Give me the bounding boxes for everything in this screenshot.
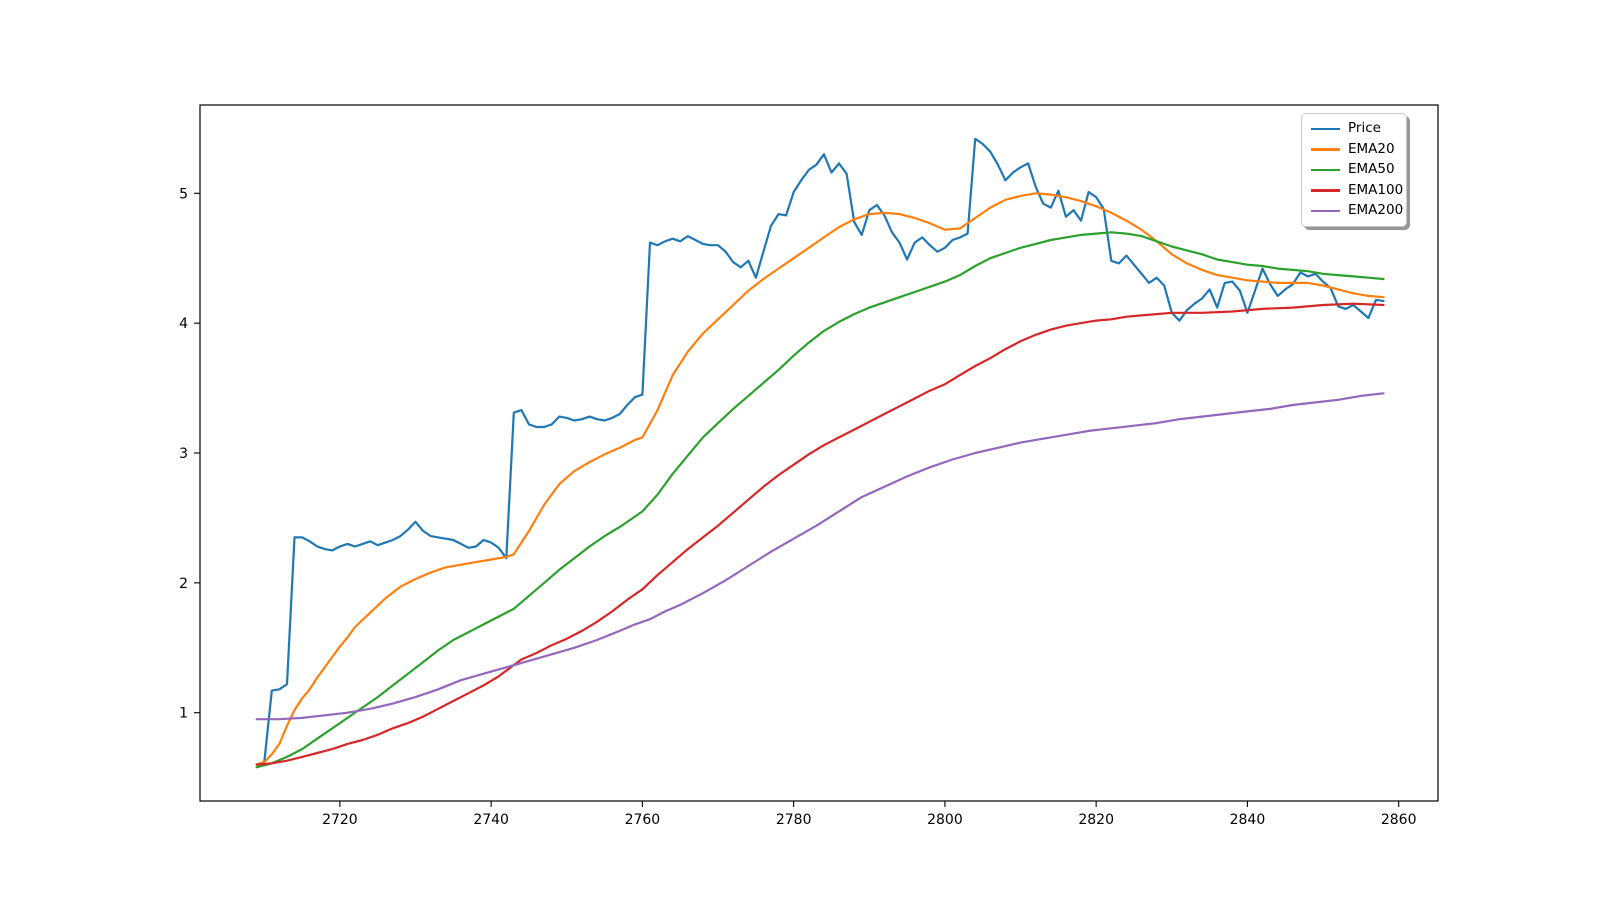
y-tick-label: 5 — [179, 186, 188, 202]
legend-line-swatch-ema100 — [1311, 189, 1340, 192]
legend-item-ema20: EMA20 — [1302, 139, 1406, 159]
series-line-ema50 — [255, 231, 1385, 769]
x-tick-label: 2720 — [322, 812, 358, 828]
legend-line-swatch-ema20 — [1311, 148, 1340, 151]
legend: Price EMA20 EMA50 EMA100 EMA200 — [1301, 113, 1407, 227]
legend-line-swatch-ema200 — [1311, 209, 1340, 212]
legend-item-ema200: EMA200 — [1302, 201, 1406, 221]
legend-item-price: Price — [1302, 119, 1406, 139]
legend-label: Price — [1348, 120, 1381, 137]
x-tick-label: 2820 — [1078, 812, 1114, 828]
legend-item-ema50: EMA50 — [1302, 160, 1406, 180]
legend-label: EMA100 — [1348, 181, 1404, 198]
legend-line-swatch-ema50 — [1311, 168, 1340, 172]
y-tick-label: 3 — [179, 446, 188, 462]
legend-line-swatch-price — [1311, 128, 1340, 131]
x-tick-label: 2780 — [776, 812, 812, 828]
series-line-ema100 — [255, 302, 1385, 766]
legend-label: EMA200 — [1348, 202, 1404, 218]
x-tick-label: 2860 — [1381, 812, 1417, 828]
x-tick-label: 2840 — [1230, 812, 1266, 828]
y-tick-label: 4 — [179, 316, 188, 332]
axes-frame — [199, 104, 1439, 802]
series-line-ema200 — [255, 392, 1385, 721]
legend-label: EMA20 — [1348, 140, 1395, 157]
series-line-price — [255, 137, 1385, 766]
legend-item-ema100: EMA100 — [1302, 180, 1406, 200]
y-tick-label: 1 — [179, 706, 188, 722]
series-line-ema20 — [255, 192, 1385, 766]
x-tick-label: 2800 — [927, 812, 963, 828]
y-tick-label: 2 — [179, 576, 188, 592]
x-tick-label: 2740 — [473, 812, 509, 828]
x-tick-label: 2760 — [625, 812, 661, 828]
legend-label: EMA50 — [1348, 161, 1395, 178]
